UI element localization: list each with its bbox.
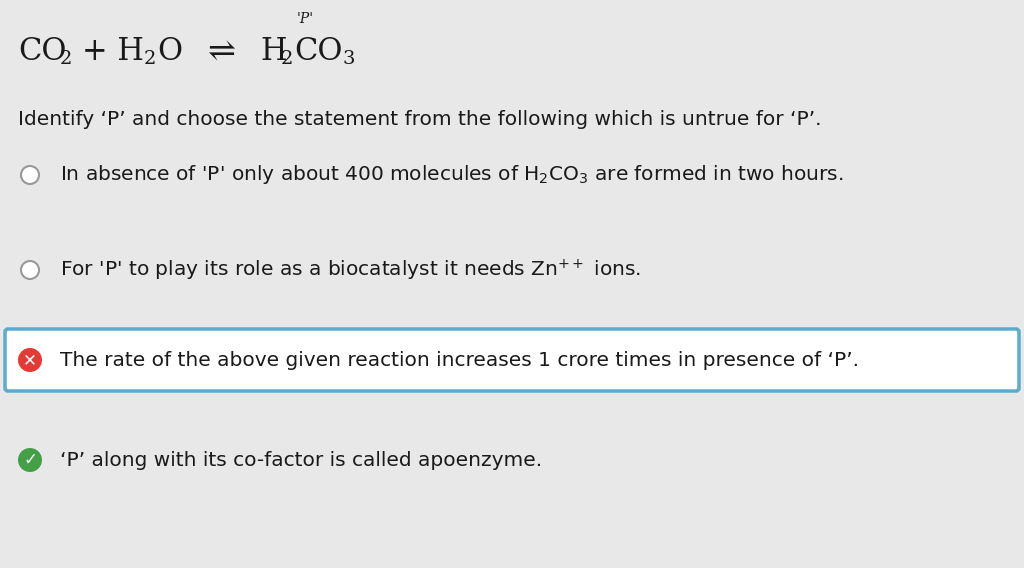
- Text: 2: 2: [144, 50, 157, 68]
- Circle shape: [22, 261, 39, 279]
- Text: In absence of 'P' only about 400 molecules of H$_2$CO$_3$ are formed in two hour: In absence of 'P' only about 400 molecul…: [60, 164, 844, 186]
- Text: The rate of the above given reaction increases 1 crore times in presence of ‘P’.: The rate of the above given reaction inc…: [60, 350, 859, 370]
- Circle shape: [18, 448, 42, 472]
- Text: ✓: ✓: [24, 451, 37, 469]
- Circle shape: [22, 166, 39, 184]
- Text: CO: CO: [18, 36, 67, 68]
- Text: ⇌: ⇌: [208, 36, 236, 68]
- Text: Identify ‘P’ and choose the statement from the following which is untrue for ‘P’: Identify ‘P’ and choose the statement fr…: [18, 110, 821, 129]
- Text: O: O: [157, 36, 182, 68]
- Text: 'P': 'P': [296, 12, 313, 26]
- Text: + H: + H: [82, 36, 144, 68]
- Text: 3: 3: [342, 50, 354, 68]
- Text: 2: 2: [60, 50, 73, 68]
- Text: ✕: ✕: [24, 351, 37, 369]
- FancyBboxPatch shape: [0, 0, 1024, 100]
- Text: For 'P' to play its role as a biocatalyst it needs Zn$^{++}$ ions.: For 'P' to play its role as a biocatalys…: [60, 257, 641, 283]
- Text: 2: 2: [281, 50, 293, 68]
- Text: ‘P’ along with its co-factor is called apoenzyme.: ‘P’ along with its co-factor is called a…: [60, 450, 542, 470]
- FancyBboxPatch shape: [5, 329, 1019, 391]
- Text: CO: CO: [294, 36, 342, 68]
- Text: H: H: [260, 36, 287, 68]
- Circle shape: [18, 348, 42, 372]
